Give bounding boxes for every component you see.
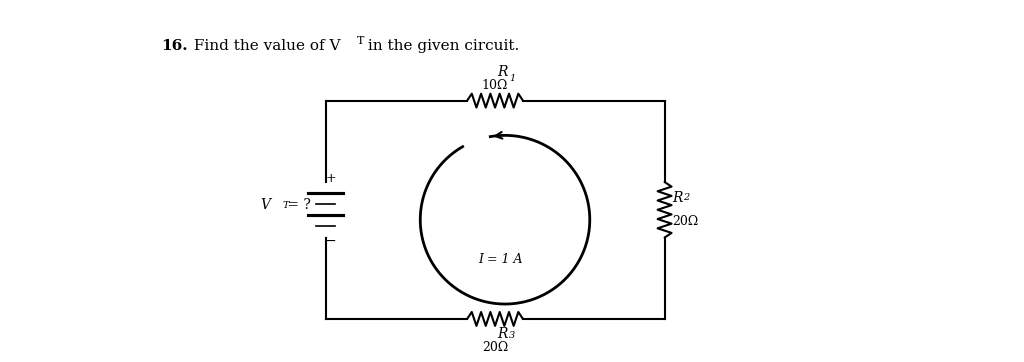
- Text: T: T: [356, 36, 364, 46]
- Text: Find the value of V: Find the value of V: [188, 39, 340, 53]
- Text: 3: 3: [509, 331, 515, 340]
- Text: 2: 2: [684, 193, 690, 202]
- Text: 20Ω: 20Ω: [482, 341, 508, 354]
- Text: 16.: 16.: [161, 39, 187, 53]
- Text: 10Ω: 10Ω: [482, 79, 508, 92]
- Text: = ?: = ?: [283, 198, 310, 212]
- Text: −: −: [325, 234, 336, 248]
- Text: I = 1 A: I = 1 A: [478, 253, 522, 266]
- Text: R: R: [673, 191, 683, 205]
- Text: +: +: [326, 172, 336, 185]
- Text: R: R: [497, 65, 508, 79]
- Text: 1: 1: [509, 74, 515, 83]
- Text: R: R: [497, 327, 508, 341]
- Text: in the given circuit.: in the given circuit.: [364, 39, 519, 53]
- Text: V: V: [261, 198, 270, 212]
- Text: 20Ω: 20Ω: [673, 215, 698, 228]
- Text: T: T: [283, 201, 289, 210]
